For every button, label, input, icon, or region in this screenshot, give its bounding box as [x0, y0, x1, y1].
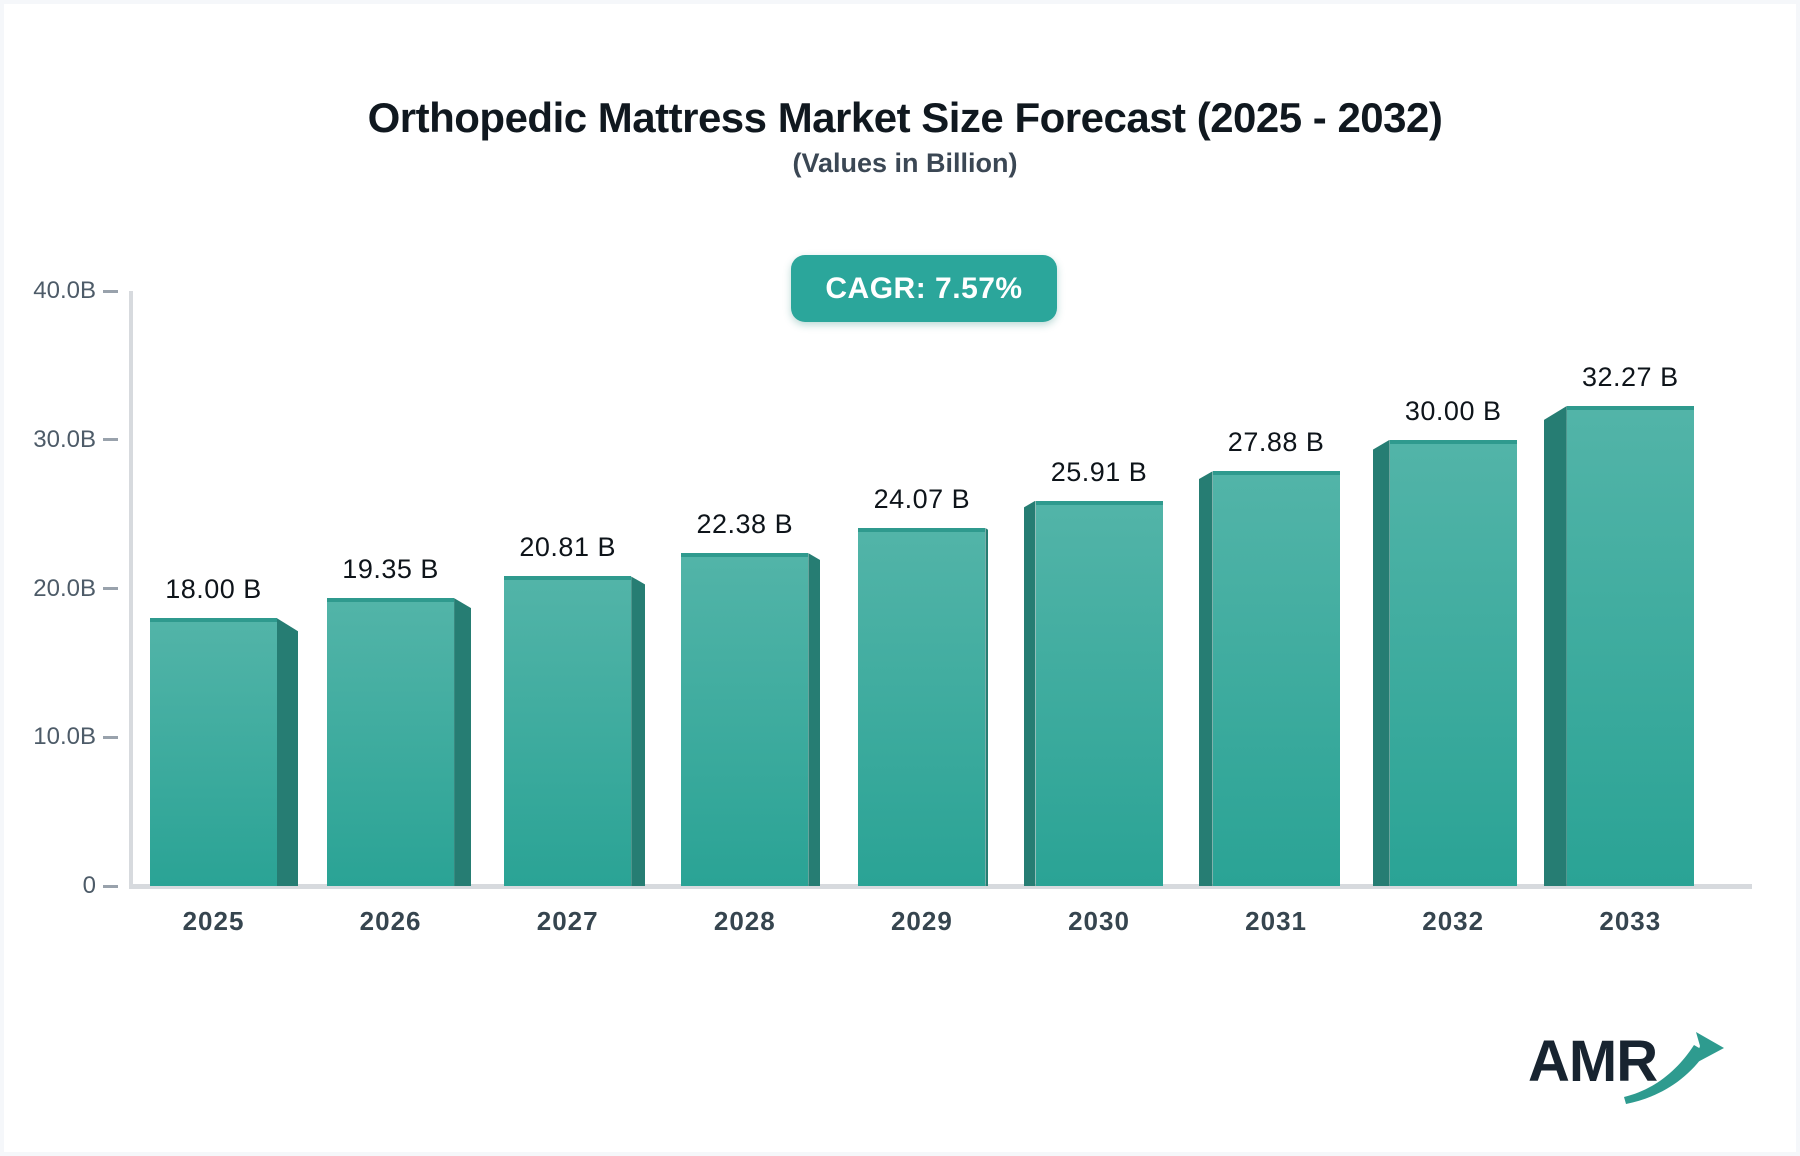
bar-3d-side — [1543, 405, 1567, 886]
bar-3d-side — [1372, 439, 1390, 886]
bar — [1566, 405, 1694, 886]
x-axis-label: 2029 — [890, 906, 953, 936]
y-axis-tick — [103, 438, 118, 442]
y-axis-tick — [103, 587, 118, 590]
amr-logo: AMR — [1528, 1028, 1724, 1108]
y-axis-tick — [103, 884, 118, 888]
cagr-badge: CAGR: 7.57% — [791, 255, 1057, 322]
x-axis-label: 2028 — [713, 906, 776, 936]
x-axis-label: 2033 — [1599, 906, 1662, 936]
bar-3d-side — [1198, 471, 1213, 886]
x-axis-label: 2031 — [1245, 906, 1308, 936]
bar-value-label: 20.81 B — [519, 532, 616, 563]
bar-3d-side — [277, 618, 298, 886]
bar-value-label: 32.27 B — [1582, 361, 1679, 392]
x-axis-line — [129, 884, 1752, 889]
y-axis-line — [129, 291, 133, 886]
bar — [150, 618, 277, 886]
bar — [858, 527, 986, 886]
x-axis-label: 2027 — [536, 906, 599, 936]
bar-3d-side — [808, 553, 821, 886]
bar-value-label: 30.00 B — [1404, 395, 1502, 426]
bar — [504, 576, 632, 886]
growth-arrow-icon — [1624, 1032, 1724, 1104]
chart-title: Orthopedic Mattress Market Size Forecast… — [367, 94, 1443, 141]
y-axis-label: 10.0B — [33, 723, 96, 751]
bar — [1389, 439, 1517, 886]
bar-value-label: 19.35 B — [342, 554, 439, 585]
bar-value-label: 27.88 B — [1227, 427, 1325, 458]
y-axis-tick — [103, 735, 118, 739]
x-axis-label: 2030 — [1068, 906, 1130, 936]
y-axis-tick — [103, 289, 118, 293]
bar — [1212, 471, 1340, 886]
bar-3d-side — [1023, 500, 1036, 886]
y-axis-label: 0 — [82, 872, 96, 899]
bar-value-label: 24.07 B — [873, 483, 971, 514]
x-axis-label: 2026 — [359, 906, 422, 936]
x-axis-label: 2025 — [182, 906, 245, 936]
bar-value-label: 25.91 B — [1050, 456, 1148, 487]
amr-logo-text: AMR — [1528, 1029, 1658, 1094]
bar-value-label: 22.38 B — [696, 509, 794, 540]
bar — [327, 598, 455, 886]
y-axis-label: 30.0B — [33, 425, 96, 453]
bar-3d-side — [631, 576, 646, 886]
bar — [681, 553, 809, 886]
x-axis-label: 2032 — [1422, 906, 1485, 936]
bar-value-label: 18.00 B — [165, 574, 262, 605]
bar — [1035, 500, 1163, 886]
y-axis-label: 40.0B — [33, 277, 96, 304]
bar-3d-side — [985, 527, 989, 886]
chart-subtitle: (Values in Billion) — [792, 148, 1018, 178]
bar-3d-side — [454, 598, 472, 886]
y-axis-label: 20.0B — [33, 574, 96, 602]
